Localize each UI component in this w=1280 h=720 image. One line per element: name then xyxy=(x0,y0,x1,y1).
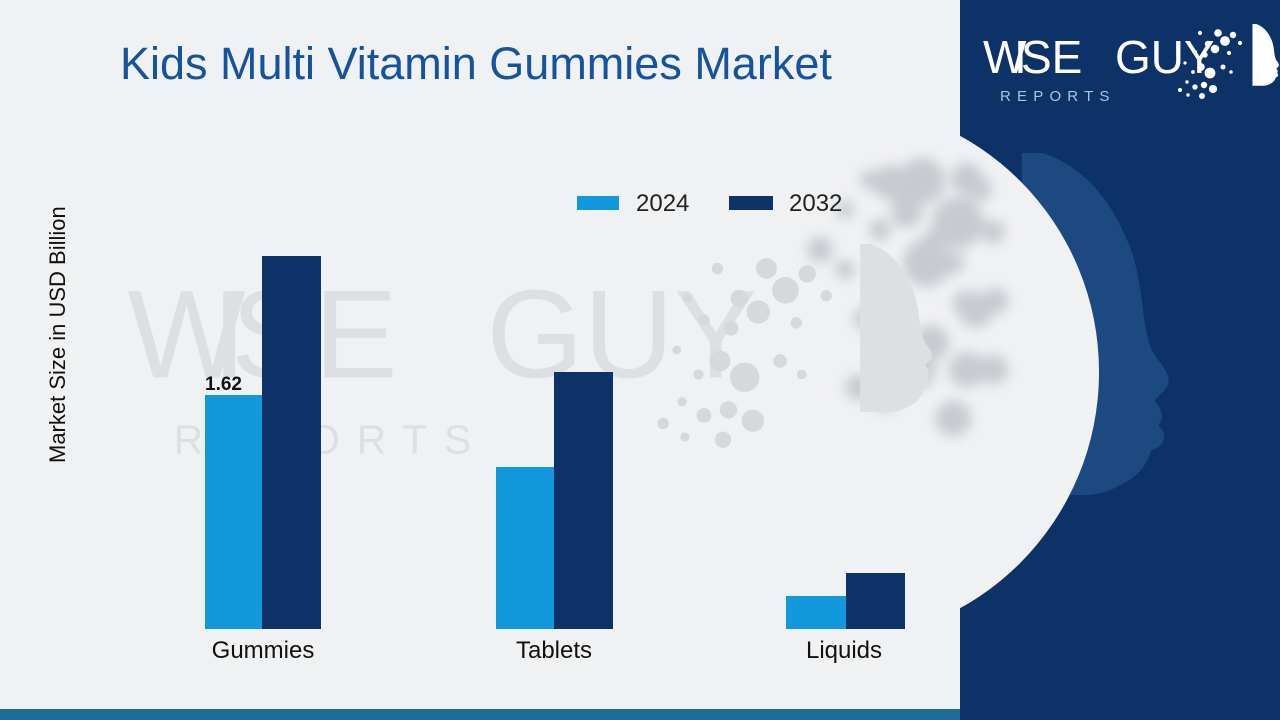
svg-text:SE: SE xyxy=(1021,31,1082,83)
svg-text:GUY: GUY xyxy=(1115,31,1215,83)
svg-text:GUY: GUY xyxy=(486,264,757,404)
svg-text:REPORTS: REPORTS xyxy=(1000,88,1116,105)
